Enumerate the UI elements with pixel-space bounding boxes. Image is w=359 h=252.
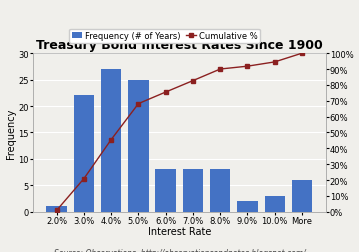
Title: Treasury Bond Interest Rates Since 1900: Treasury Bond Interest Rates Since 1900 (36, 39, 323, 51)
Bar (46, 207, 67, 212)
Cumulative % (136, 103, 141, 106)
Cumulative % (191, 80, 195, 83)
Cumulative % (164, 91, 168, 94)
X-axis label: Interest Rate: Interest Rate (148, 227, 211, 236)
Y-axis label: Frequency: Frequency (5, 108, 15, 158)
Bar (155, 170, 176, 212)
Cumulative % (55, 209, 59, 212)
Cumulative % (300, 52, 304, 55)
Cumulative % (109, 139, 113, 142)
Text: Source: Observations  http://observationsandnotes.blogspot.com/: Source: Observations http://observations… (53, 247, 306, 252)
Bar (183, 170, 203, 212)
Bar (265, 196, 285, 212)
Legend: Frequency (# of Years), Cumulative %: Frequency (# of Years), Cumulative % (69, 30, 260, 44)
Cumulative % (272, 61, 277, 64)
Cumulative % (82, 177, 86, 180)
Cumulative % (218, 68, 222, 71)
Bar (128, 80, 149, 212)
Line: Cumulative %: Cumulative % (55, 52, 304, 212)
Bar (292, 180, 312, 212)
Bar (74, 96, 94, 212)
Bar (101, 70, 121, 212)
Bar (237, 201, 258, 212)
Bar (210, 170, 230, 212)
Cumulative % (245, 65, 250, 68)
